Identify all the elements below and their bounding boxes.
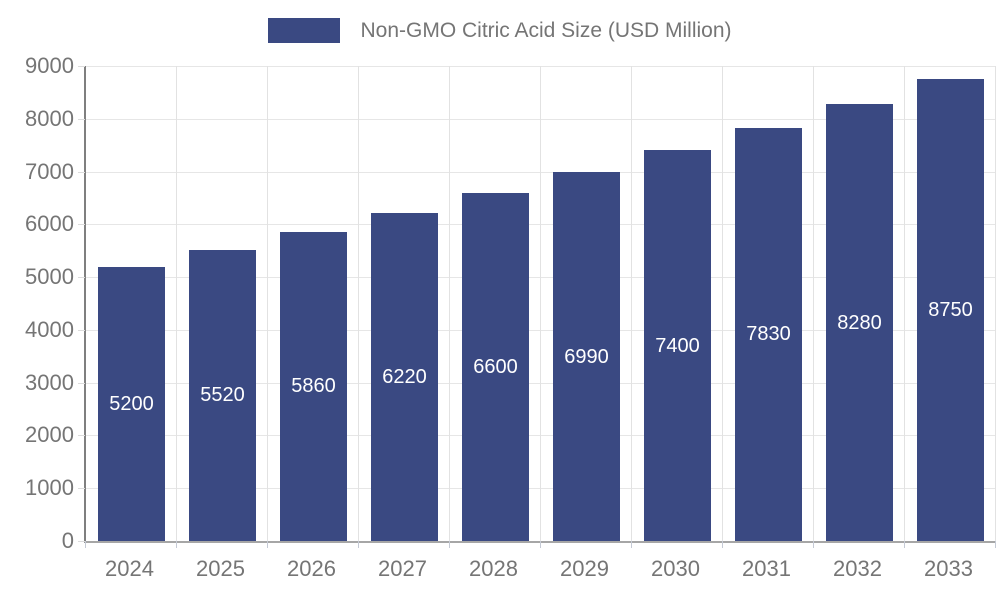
bar-2031: 7830	[735, 127, 802, 541]
v-gridline	[813, 66, 814, 541]
y-tick	[78, 66, 85, 67]
x-tick	[176, 541, 177, 548]
x-tick	[813, 541, 814, 548]
x-axis: 2024 2025 2026 2027 2028 2029 2030 2031 2032 2033	[84, 556, 994, 586]
x-axis-tick-label: 2029	[560, 556, 609, 581]
h-gridline	[86, 435, 996, 437]
h-gridline	[86, 118, 996, 120]
y-tick	[78, 277, 85, 279]
bar-value-label: 5860	[291, 375, 336, 398]
bar-2024: 5200	[98, 266, 165, 541]
bar-2027: 6220	[371, 212, 438, 541]
bar-value-label: 7830	[746, 323, 791, 346]
v-gridline	[449, 66, 450, 541]
x-tick	[449, 541, 450, 548]
y-axis-tick-label: 6000	[25, 211, 74, 237]
v-gridline	[995, 66, 996, 541]
bar-value-label: 8750	[928, 299, 973, 322]
bar-2028: 6600	[462, 192, 529, 541]
x-tick	[267, 541, 268, 548]
x-axis-tick-label: 2032	[833, 556, 882, 581]
x-tick	[631, 541, 632, 548]
v-gridline	[540, 66, 541, 541]
y-axis-tick-label: 4000	[25, 316, 74, 342]
x-tick	[722, 541, 723, 548]
bar-value-label: 5200	[109, 392, 154, 415]
y-axis-tick-label: 5000	[25, 264, 74, 290]
y-axis-tick-label: 9000	[25, 53, 74, 78]
bar-value-label: 6990	[564, 345, 609, 368]
h-gridline	[86, 382, 996, 384]
h-gridline	[86, 66, 996, 67]
v-gridline	[176, 66, 177, 541]
bar-2026: 5860	[280, 231, 347, 541]
y-tick	[78, 171, 85, 173]
h-gridline	[86, 277, 996, 279]
y-axis-tick-label: 0	[61, 528, 74, 553]
legend-swatch	[268, 18, 341, 43]
y-tick	[78, 382, 85, 384]
y-tick	[78, 488, 85, 490]
y-axis-tick-label: 8000	[25, 105, 74, 131]
bar-2029: 6990	[553, 172, 620, 541]
bar-value-label: 5520	[200, 384, 245, 407]
y-axis-tick-label: 7000	[25, 158, 74, 184]
x-axis-tick-label: 2031	[742, 556, 791, 581]
y-tick	[78, 541, 85, 542]
bar-value-label: 7400	[655, 334, 700, 357]
y-axis: 0 1000 2000 3000 4000 5000 6000 7000 8000 9000	[0, 55, 74, 552]
v-gridline	[358, 66, 359, 541]
h-gridline	[86, 329, 996, 331]
x-axis-tick-label: 2026	[287, 556, 336, 581]
x-tick	[540, 541, 541, 548]
x-axis-tick-label: 2033	[924, 556, 973, 581]
bar-2033: 8750	[917, 79, 984, 541]
x-axis-tick-label: 2030	[651, 556, 700, 581]
y-axis-tick-label: 3000	[25, 369, 74, 395]
x-axis-tick-label: 2025	[196, 556, 245, 581]
x-axis-tick-label: 2027	[378, 556, 427, 581]
x-tick	[904, 541, 905, 548]
v-gridline	[631, 66, 632, 541]
x-tick	[358, 541, 359, 548]
bar-2030: 7400	[644, 150, 711, 541]
bar-value-label: 6220	[382, 365, 427, 388]
legend[interactable]: Non-GMO Citric Acid Size (USD Million)	[0, 18, 1000, 43]
h-gridline	[86, 171, 996, 173]
h-gridline	[86, 488, 996, 490]
x-axis-tick-label: 2028	[469, 556, 518, 581]
x-tick	[85, 541, 86, 548]
x-axis-tick-label: 2024	[105, 556, 154, 581]
y-tick	[78, 118, 85, 120]
bar-value-label: 6600	[473, 355, 518, 378]
v-gridline	[267, 66, 268, 541]
v-gridline	[722, 66, 723, 541]
h-gridline	[86, 224, 996, 226]
bar-value-label: 8280	[837, 311, 882, 334]
y-tick	[78, 435, 85, 437]
y-axis-tick-label: 1000	[25, 475, 74, 501]
legend-series-label: Non-GMO Citric Acid Size (USD Million)	[360, 18, 732, 42]
x-tick	[995, 541, 996, 548]
y-tick	[78, 329, 85, 331]
y-tick	[78, 224, 85, 226]
v-gridline	[904, 66, 905, 541]
bar-2025: 5520	[189, 249, 256, 541]
plot-area: 5200 5520 5860 6220 6600 6990 7400 7830 8280 8750	[78, 66, 996, 548]
y-axis-tick-label: 2000	[25, 422, 74, 448]
bar-2032: 8280	[826, 104, 893, 541]
